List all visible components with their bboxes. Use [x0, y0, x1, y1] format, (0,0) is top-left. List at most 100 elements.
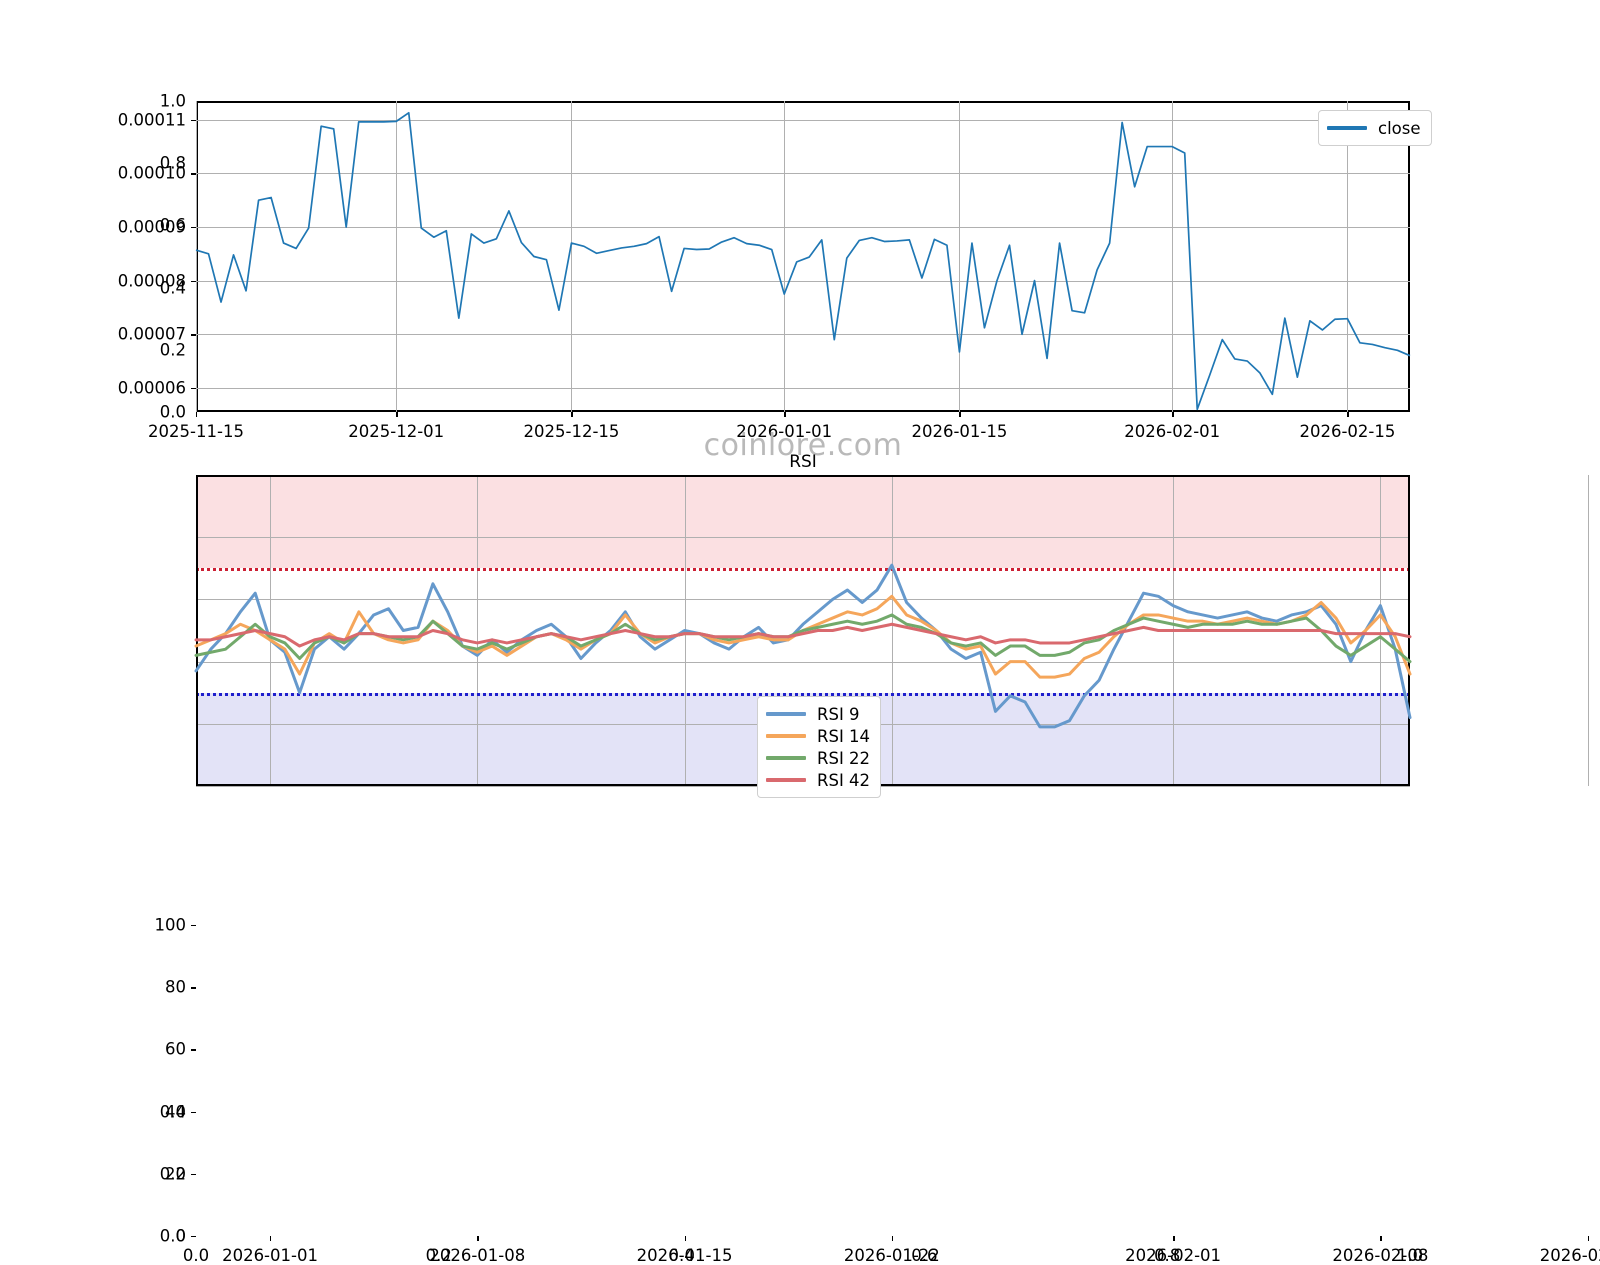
rsi-gridline-v: [1587, 475, 1589, 786]
price-y-tick-mark: [191, 280, 196, 283]
price-y-tick-label-secondary: 0.8: [159, 153, 186, 173]
rsi-y-tick-label-secondary: 0.4: [159, 1102, 186, 1122]
rsi-gridline-h: [196, 599, 1410, 601]
price-y-tick-label-secondary: 1.0: [159, 91, 186, 111]
legend-item-rsi-14[interactable]: RSI 14: [766, 725, 870, 747]
rsi-overbought-line: [196, 568, 1410, 572]
price-axis-bottom: [196, 410, 1410, 412]
price-legend[interactable]: close: [1318, 110, 1432, 146]
rsi-band-overbought: [196, 475, 1410, 569]
rsi-y-tick-mark: [191, 987, 196, 989]
legend-item-rsi-22[interactable]: RSI 22: [766, 747, 870, 769]
rsi-9-swatch-icon: [766, 712, 806, 716]
price-gridline-v: [396, 101, 398, 412]
price-y-tick-mark: [191, 334, 196, 336]
rsi-x-tick-label: 2026-02-15: [1539, 1246, 1600, 1265]
price-x-tick-mark: [196, 412, 198, 417]
rsi-panel-title: RSI: [789, 452, 817, 472]
price-gridline-v: [1172, 101, 1174, 412]
price-y-tick-label: 0.00006: [117, 378, 186, 398]
price-y-tick-label: 0.00010: [117, 163, 186, 183]
price-gridline-h: [196, 280, 1410, 282]
price-x-tick-label: 2026-01-15: [911, 422, 1008, 441]
rsi-x-tick-mark: [270, 1236, 272, 1241]
legend-item-rsi-42[interactable]: RSI 42: [766, 769, 870, 791]
rsi-x-tick-label-secondary: 0.8: [1154, 1246, 1181, 1265]
price-y-tick-mark: [191, 173, 196, 175]
rsi-gridline-h: [196, 537, 1410, 539]
rsi-y-tick-mark: [191, 1173, 196, 1176]
rsi-42-swatch-icon: [766, 778, 806, 782]
price-x-tick-mark: [1347, 412, 1349, 417]
price-gridline-v: [571, 101, 573, 412]
price-x-tick-mark: [571, 412, 573, 417]
rsi-legend[interactable]: RSI 9 RSI 14 RSI 22 RSI 42: [757, 696, 882, 798]
price-y-tick-label: 0.00011: [117, 110, 186, 130]
chart-screenshot: 0.00006 0.00007 0.00008 0.00009 0.00010 0.000…: [0, 91, 1600, 1265]
rsi-gridline-v: [270, 475, 272, 786]
rsi-x-tick-mark: [1173, 1236, 1175, 1241]
rsi-x-tick-label-secondary: 0.6: [911, 1246, 938, 1265]
watermark: coinlore.com: [703, 428, 903, 463]
price-series-svg: [195, 111, 1411, 411]
price-x-tick-label: 2025-11-15: [148, 422, 244, 441]
rsi-y-tick-mark: [191, 925, 196, 927]
legend-item-rsi-9[interactable]: RSI 9: [766, 703, 870, 725]
price-x-tick-label: 2025-12-15: [523, 422, 620, 441]
rsi-line-rsi-14: [194, 594, 1412, 679]
rsi-axis-right: [1408, 475, 1410, 786]
rsi-chart-panel: 0 20 40 60 80 100 0.0 0.2 0.4 2026-01-01 2026-01…: [0, 450, 1600, 1265]
rsi-y-tick-mark: [191, 1049, 196, 1051]
rsi-x-tick-label: 2026-01-01: [222, 1246, 318, 1265]
price-gridline-v: [784, 101, 786, 412]
legend-label: close: [1378, 118, 1421, 138]
legend-label: RSI 22: [817, 748, 871, 768]
rsi-axis-top: [196, 475, 1410, 477]
price-y-tick-label: 0.00007: [117, 324, 186, 344]
legend-label: RSI 42: [817, 770, 871, 790]
price-y-tick-label-secondary: 0.4: [159, 278, 186, 298]
rsi-line-rsi-9: [194, 563, 1412, 729]
price-x-tick-label: 2026-01-01: [736, 422, 833, 441]
price-gridline-h: [196, 119, 1410, 121]
legend-item-close[interactable]: close: [1327, 117, 1421, 139]
price-x-tick-label: 2026-02-15: [1299, 422, 1396, 441]
legend-label: RSI 9: [817, 704, 860, 724]
rsi-x-tick-mark: [891, 1236, 894, 1241]
rsi-x-tick-label-secondary: 0.4: [668, 1246, 695, 1265]
rsi-y-tick-label-secondary: 0.2: [159, 1164, 186, 1184]
rsi-y-tick-mark: [191, 1236, 196, 1238]
rsi-axis-left: [196, 475, 198, 786]
price-x-tick-mark: [784, 412, 786, 417]
legend-label: RSI 14: [817, 726, 871, 746]
rsi-22-swatch-icon: [766, 756, 806, 760]
rsi-x-tick-label-secondary: 0.0: [182, 1246, 210, 1265]
price-line-close: [195, 111, 1411, 411]
close-swatch-icon: [1327, 126, 1367, 130]
rsi-x-tick-label-secondary: 1.0: [1396, 1246, 1424, 1265]
rsi-x-tick-mark: [684, 1236, 686, 1241]
price-y-tick-label-secondary: 0.2: [159, 340, 186, 360]
price-y-tick-mark: [191, 119, 196, 122]
rsi-gridline-v: [477, 475, 479, 786]
price-x-tick-mark: [1172, 412, 1174, 417]
rsi-gridline-v: [1380, 475, 1382, 786]
rsi-y-tick-label: 80: [165, 977, 186, 997]
price-gridline-h: [196, 334, 1410, 336]
price-gridline-v: [1347, 101, 1349, 412]
price-x-tick-label: 2025-12-01: [348, 422, 445, 441]
price-gridline-h: [196, 173, 1410, 175]
price-y-tick-label-secondary: 0.6: [159, 215, 186, 235]
price-y-tick-label-secondary: 0.0: [159, 402, 186, 422]
rsi-line-rsi-42: [194, 622, 1412, 648]
price-gridline-v: [196, 101, 197, 412]
rsi-y-tick-label: 60: [165, 1039, 186, 1059]
price-plot-area: [195, 101, 1411, 412]
rsi-x-tick-mark: [1587, 1236, 1590, 1241]
price-gridline-h: [196, 387, 1410, 389]
price-axis-top: [196, 101, 1410, 103]
rsi-14-swatch-icon: [766, 734, 806, 738]
rsi-x-tick-label-secondary: 0.2: [425, 1246, 452, 1265]
rsi-y-tick-mark: [191, 1111, 196, 1113]
price-x-tick-mark: [959, 412, 961, 417]
